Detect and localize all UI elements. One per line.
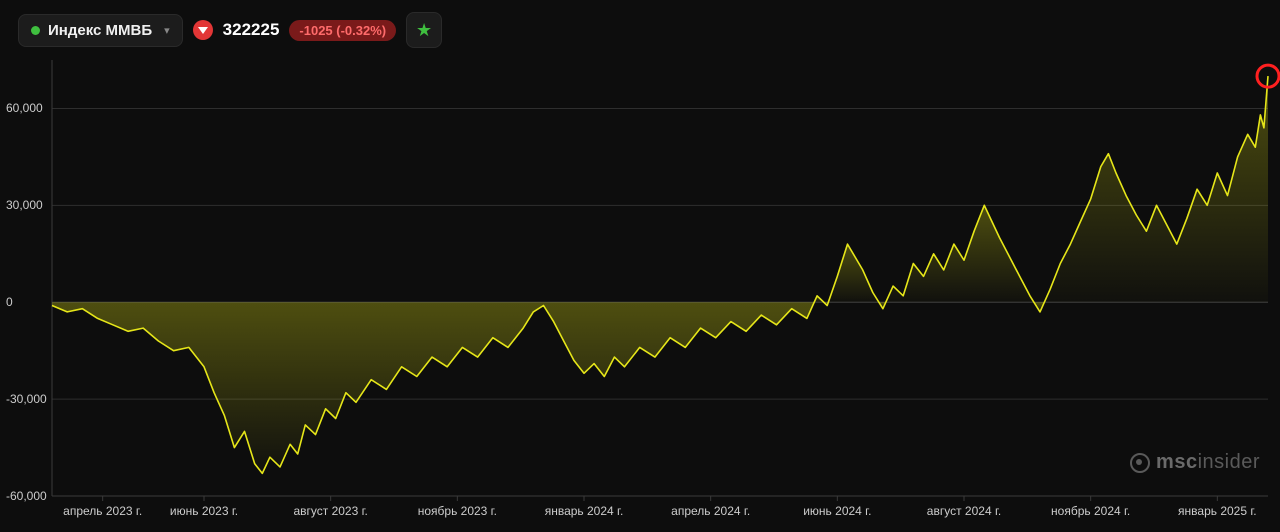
- favorite-button[interactable]: ★: [406, 12, 442, 48]
- chart-header: Индекс ММВБ ▾ 322225 -1025 (-0.32%) ★: [18, 12, 442, 48]
- x-axis-label: август 2024 г.: [927, 504, 1001, 518]
- y-axis-label: 60,000: [6, 101, 43, 115]
- watermark-icon: [1130, 453, 1150, 473]
- x-axis-label: ноябрь 2024 г.: [1051, 504, 1130, 518]
- status-dot-icon: [31, 26, 40, 35]
- y-axis-label: 30,000: [6, 198, 43, 212]
- line-chart-svg: [0, 0, 1280, 532]
- x-axis-label: январь 2024 г.: [545, 504, 624, 518]
- price-group: 322225 -1025 (-0.32%): [193, 20, 396, 41]
- ticker-name: Индекс ММВБ: [48, 22, 152, 39]
- chart-area[interactable]: 60,000 30,000 0 -30,000 -60,000 апрель 2023 …: [0, 0, 1280, 532]
- x-axis-label: апрель 2024 г.: [671, 504, 750, 518]
- watermark: mscinsider: [1130, 451, 1260, 474]
- star-icon: ★: [416, 20, 432, 41]
- x-axis-label: апрель 2023 г.: [63, 504, 142, 518]
- y-axis-label: -60,000: [6, 489, 47, 503]
- y-axis-label: 0: [6, 295, 13, 309]
- watermark-brand-bold: msc: [1156, 451, 1198, 473]
- price-value: 322225: [223, 20, 280, 40]
- watermark-brand-light: insider: [1198, 451, 1260, 473]
- price-change-badge: -1025 (-0.32%): [289, 20, 396, 41]
- x-axis-label: июнь 2024 г.: [803, 504, 871, 518]
- x-axis-label: июнь 2023 г.: [170, 504, 238, 518]
- x-axis-label: январь 2025 г.: [1178, 504, 1257, 518]
- ticker-selector[interactable]: Индекс ММВБ ▾: [18, 14, 183, 47]
- price-direction-icon: [193, 20, 213, 40]
- y-axis-label: -30,000: [6, 392, 47, 406]
- x-axis-label: август 2023 г.: [293, 504, 367, 518]
- chevron-down-icon: ▾: [164, 24, 170, 37]
- x-axis-label: ноябрь 2023 г.: [418, 504, 497, 518]
